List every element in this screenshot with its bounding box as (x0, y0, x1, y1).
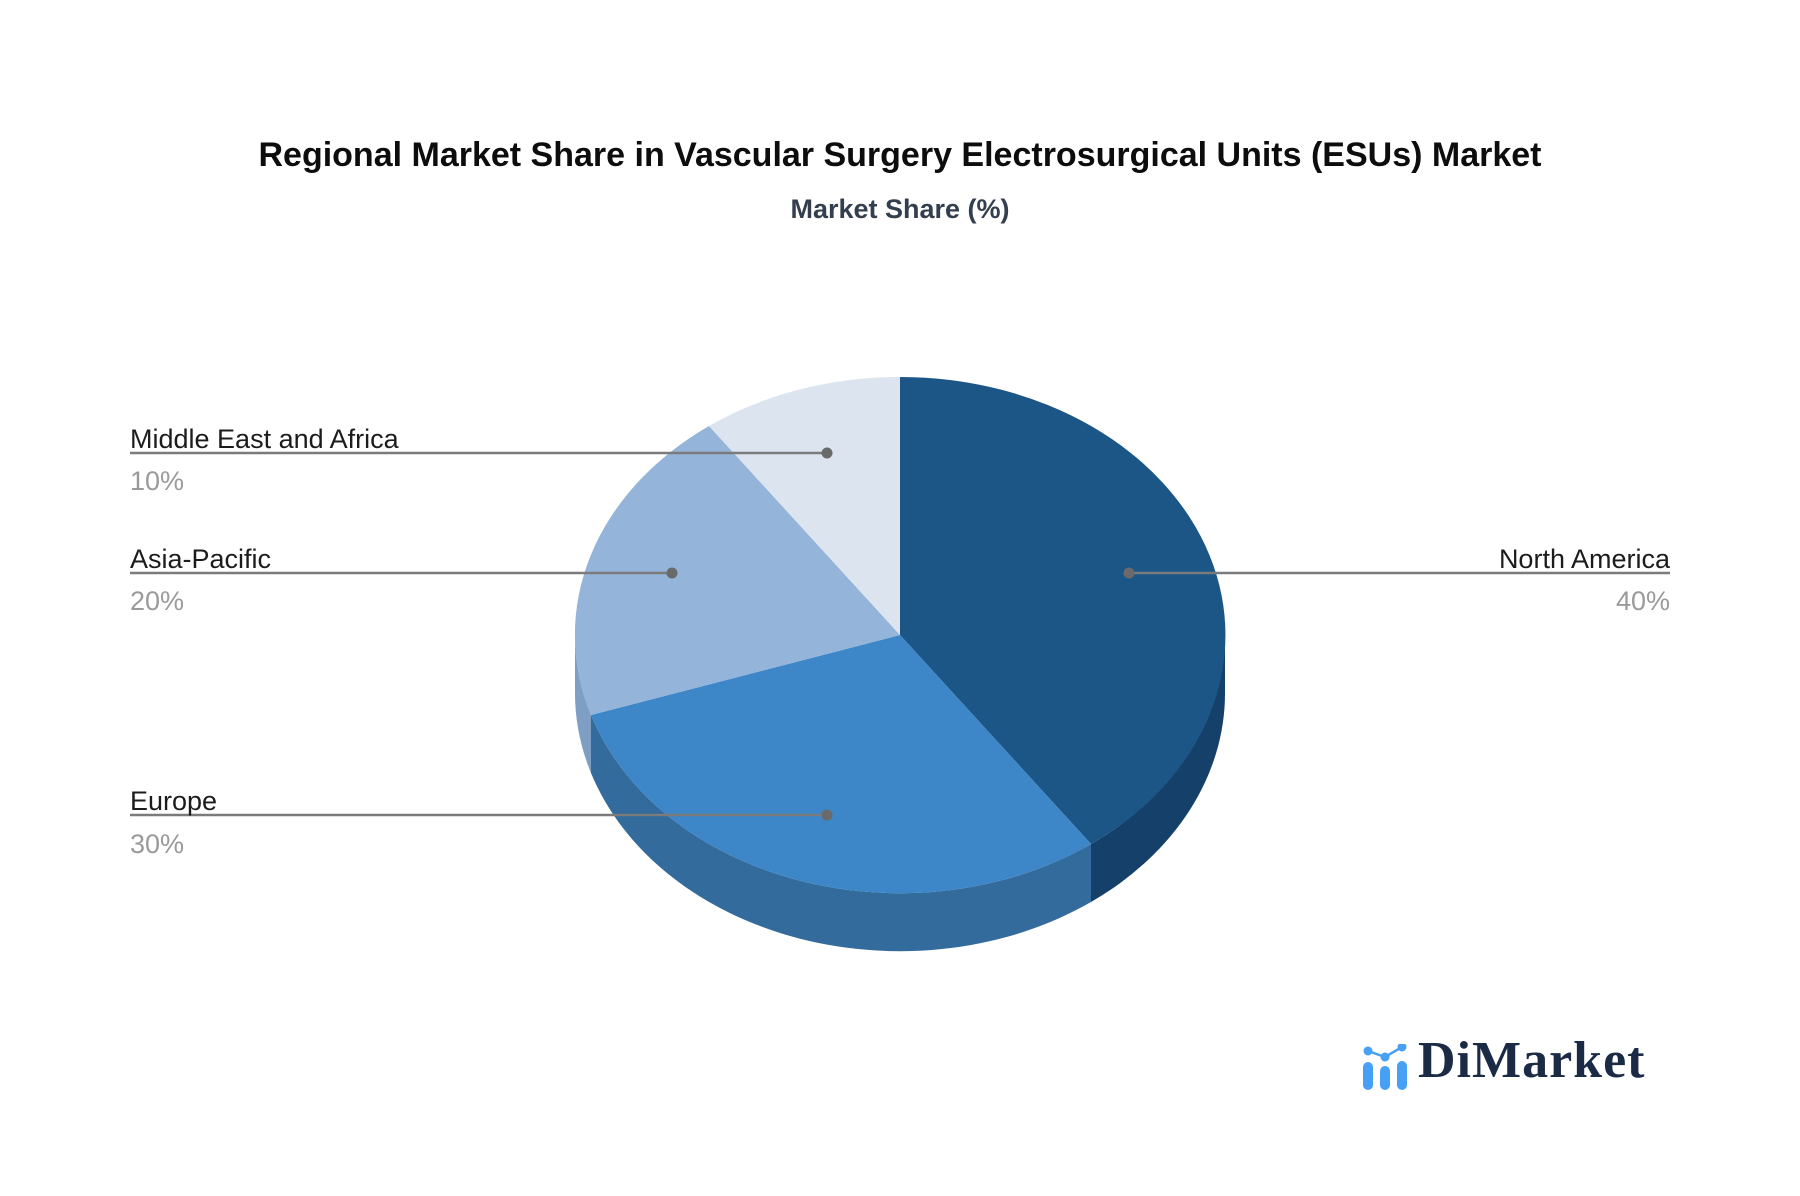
pie-slice-middle-east-africa[interactable] (709, 376, 900, 635)
pie-side-north-america (1091, 635, 1226, 902)
pie-slice-asia-pacific[interactable] (574, 426, 900, 715)
chart-title: Regional Market Share in Vascular Surger… (258, 136, 1542, 174)
pie-side-europe (591, 715, 1091, 952)
label-europe: Europe (130, 786, 218, 816)
label-north-america: North America (1498, 544, 1670, 574)
value-middle-east-africa: 10% (130, 466, 185, 496)
label-middle-east-africa: Middle East and Africa (130, 424, 399, 454)
chart-subtitle: Market Share (%) (790, 194, 1010, 224)
connector-dot-europe (821, 809, 833, 821)
value-asia-pacific: 20% (130, 586, 185, 616)
label-asia-pacific: Asia-Pacific (130, 544, 272, 574)
brand-logo-text: DiMarket (1418, 1032, 1646, 1089)
value-north-america: 40% (1615, 586, 1670, 616)
connector-dot-asia-pacific (666, 567, 678, 579)
connector-dot-middle-east-africa (821, 447, 833, 459)
pie-side-asia-pacific (575, 635, 591, 773)
pie-slice-europe[interactable] (591, 635, 1091, 894)
brand-logo: DiMarket (1363, 1030, 1645, 1090)
value-europe: 30% (130, 829, 185, 859)
pie-slice-north-america[interactable] (900, 376, 1226, 844)
connector-dot-north-america (1123, 567, 1135, 579)
bar-line-chart-icon (1363, 1044, 1407, 1090)
